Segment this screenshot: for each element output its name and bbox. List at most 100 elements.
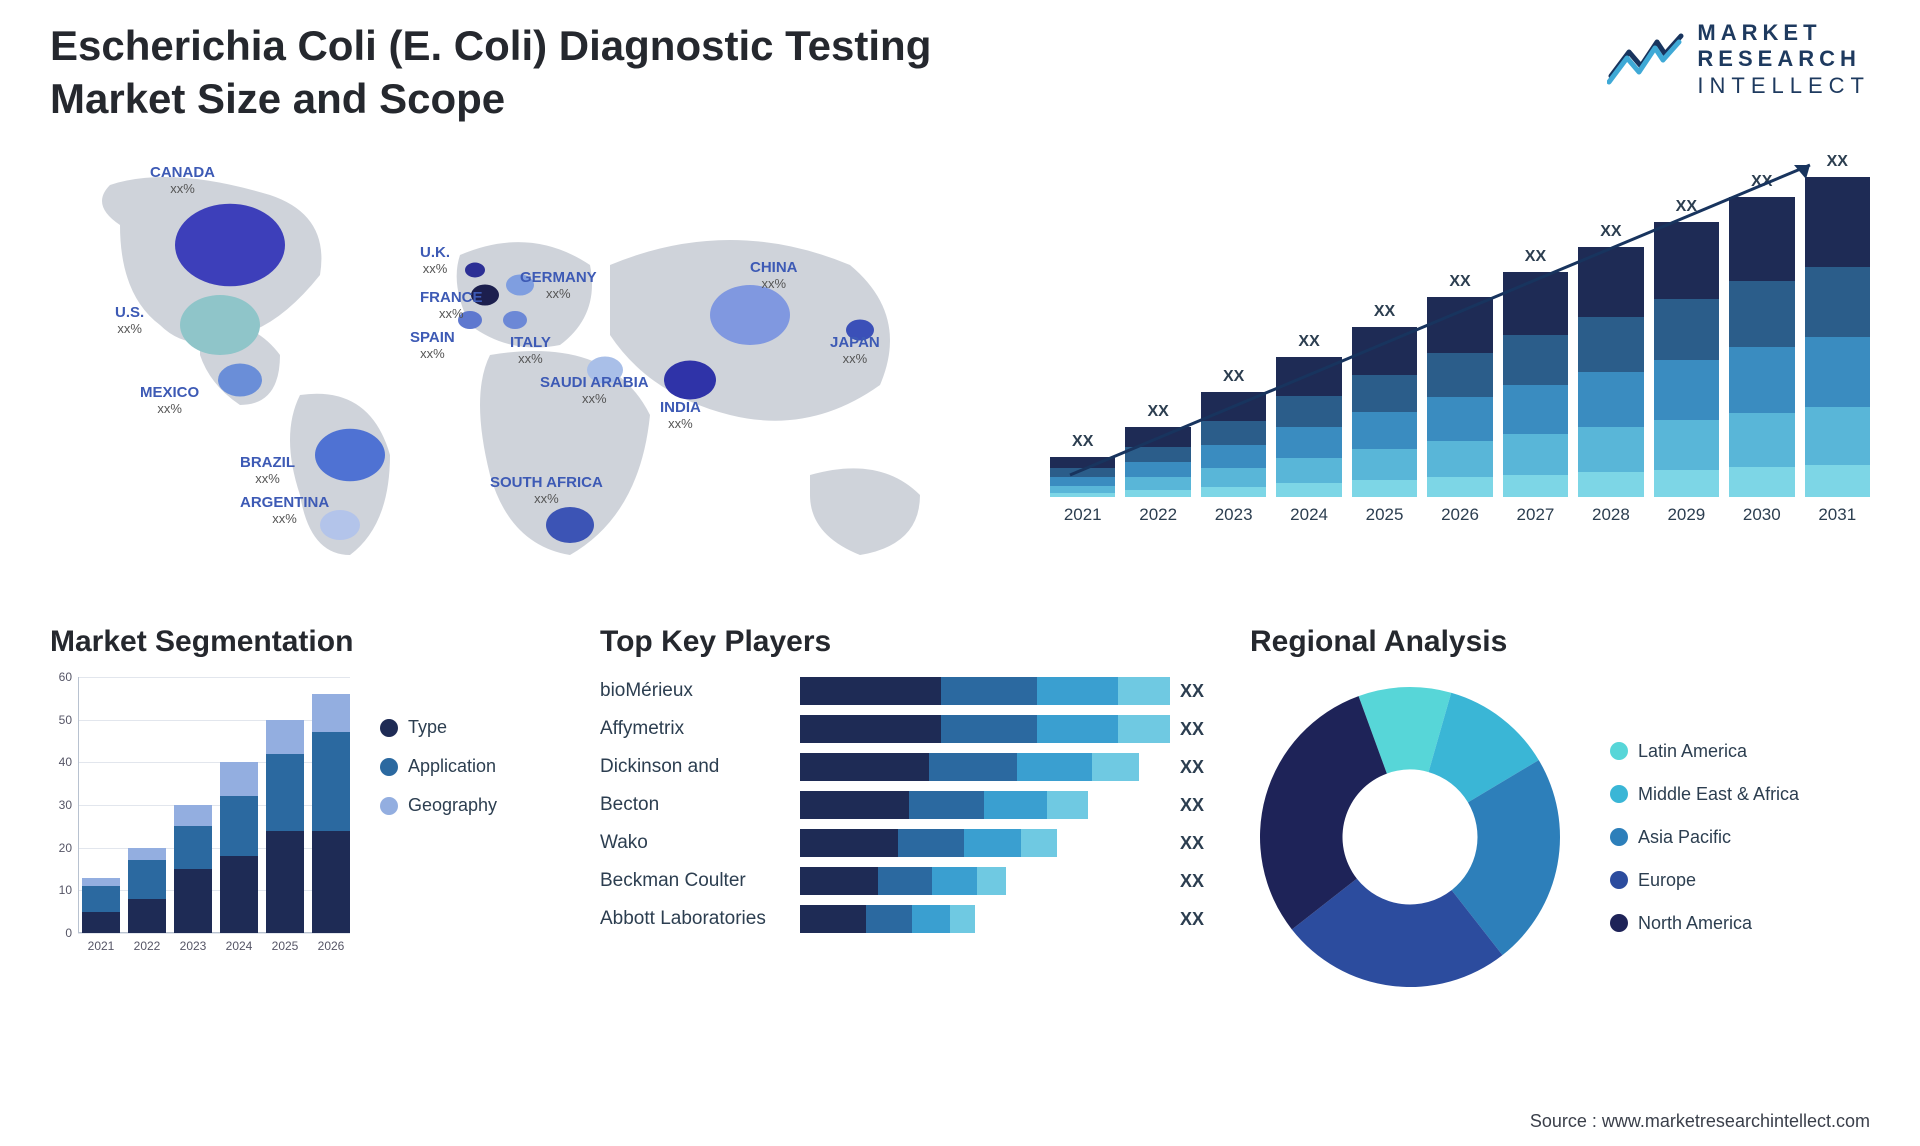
kp-name: Affymetrix — [600, 718, 790, 740]
seg-legend-item: Geography — [380, 795, 497, 816]
map-label-japan: JAPANxx% — [830, 335, 880, 366]
seg-y-tick: 60 — [50, 670, 72, 684]
logo-text-1: MARKET — [1697, 20, 1870, 46]
forecast-bar-year: 2030 — [1743, 505, 1781, 525]
forecast-bar-2027: XX 2027 — [1503, 248, 1568, 525]
forecast-bar-value: XX — [1072, 433, 1093, 451]
kp-bar — [800, 829, 1170, 857]
seg-y-tick: 10 — [50, 883, 72, 897]
forecast-bar-2026: XX2026 — [1427, 273, 1492, 525]
forecast-bar-year: 2031 — [1818, 505, 1856, 525]
kp-bar — [800, 753, 1170, 781]
segmentation-legend: TypeApplicationGeography — [380, 677, 497, 957]
forecast-bar-value: XX — [1223, 368, 1244, 386]
forecast-bar-value: XX — [1600, 223, 1621, 241]
key-players-panel: Top Key Players bioMérieuxXX Affymetrix XX… — [600, 625, 1220, 997]
map-label-france: FRANCExx% — [420, 290, 483, 321]
regional-legend-item: Asia Pacific — [1610, 827, 1799, 848]
kp-value: XX — [1180, 681, 1220, 702]
forecast-bar-value: XX — [1374, 303, 1395, 321]
forecast-bar-value: XX — [1298, 333, 1319, 351]
seg-y-tick: 0 — [50, 926, 72, 940]
seg-bar-2023: 2023 — [174, 805, 212, 933]
segmentation-title: Market Segmentation — [50, 625, 570, 659]
seg-bar-2024: 2024 — [220, 762, 258, 933]
map-label-u-s-: U.S.xx% — [115, 305, 144, 336]
map-label-italy: ITALYxx% — [510, 335, 551, 366]
world-map — [50, 155, 950, 575]
seg-x-tick: 2024 — [226, 939, 253, 953]
kp-name: Wako — [600, 832, 790, 854]
map-label-spain: SPAINxx% — [410, 330, 455, 361]
world-map-panel: CANADAxx% U.S.xx% MEXICOxx% BRAZILxx% ARGENT… — [50, 155, 950, 575]
forecast-bar-2024: XX 2024 — [1276, 333, 1341, 525]
forecast-bar-value: XX — [1525, 248, 1546, 266]
forecast-bar-2023: XX2023 — [1201, 368, 1266, 525]
kp-bar — [800, 905, 1170, 933]
forecast-bar-value: XX — [1751, 173, 1772, 191]
kp-value: XX — [1180, 757, 1220, 778]
forecast-bar-year: 2025 — [1366, 505, 1404, 525]
seg-y-tick: 20 — [50, 841, 72, 855]
logo-icon — [1607, 32, 1685, 88]
forecast-bar-year: 2021 — [1064, 505, 1102, 525]
forecast-bar-value: XX — [1676, 198, 1697, 216]
forecast-bar-year: 2028 — [1592, 505, 1630, 525]
forecast-bar-2021: XX 2021 — [1050, 433, 1115, 525]
map-label-canada: CANADAxx% — [150, 165, 215, 196]
seg-legend-item: Type — [380, 717, 497, 738]
forecast-bar-2022: XX 2022 — [1125, 403, 1190, 525]
seg-x-tick: 2021 — [88, 939, 115, 953]
seg-x-tick: 2023 — [180, 939, 207, 953]
seg-bar-2026: 2026 — [312, 694, 350, 933]
map-label-india: INDIAxx% — [660, 400, 701, 431]
page-title: Escherichia Coli (E. Coli) Diagnostic Te… — [50, 20, 1050, 125]
kp-value: XX — [1180, 871, 1220, 892]
kp-row: Dickinson andXX — [600, 753, 1220, 781]
kp-name: Abbott Laboratories — [600, 908, 790, 930]
source-attribution: Source : www.marketresearchintellect.com — [1530, 1111, 1870, 1132]
seg-bar-2021: 2021 — [82, 878, 120, 933]
forecast-bar-2030: XX 2030 — [1729, 173, 1794, 525]
regional-donut-chart — [1250, 677, 1570, 997]
kp-bar — [800, 715, 1170, 743]
map-label-brazil: BRAZILxx% — [240, 455, 295, 486]
segmentation-chart: 0102030405060202120222023202420252026 — [50, 677, 350, 957]
seg-x-tick: 2025 — [272, 939, 299, 953]
forecast-bar-year: 2029 — [1667, 505, 1705, 525]
map-label-germany: GERMANYxx% — [520, 270, 597, 301]
forecast-bar-year: 2022 — [1139, 505, 1177, 525]
key-players-chart: bioMérieuxXXAffymetrixXXDickinson andXXB… — [600, 677, 1220, 933]
forecast-bar-year: 2024 — [1290, 505, 1328, 525]
key-players-title: Top Key Players — [600, 625, 1220, 659]
map-label-mexico: MEXICOxx% — [140, 385, 199, 416]
map-label-china: CHINAxx% — [750, 260, 798, 291]
kp-value: XX — [1180, 909, 1220, 930]
regional-legend-item: North America — [1610, 913, 1799, 934]
regional-panel: Regional Analysis Latin AmericaMiddle Ea… — [1250, 625, 1870, 997]
regional-legend-item: Europe — [1610, 870, 1799, 891]
kp-row: bioMérieuxXX — [600, 677, 1220, 705]
seg-x-tick: 2026 — [318, 939, 345, 953]
forecast-bar-year: 2027 — [1517, 505, 1555, 525]
map-label-u-k-: U.K.xx% — [420, 245, 450, 276]
regional-legend: Latin AmericaMiddle East & AfricaAsia Pa… — [1610, 741, 1799, 934]
map-label-south-africa: SOUTH AFRICAxx% — [490, 475, 603, 506]
kp-bar — [800, 677, 1170, 705]
seg-bar-2025: 2025 — [266, 720, 304, 933]
forecast-bar-2031: XX2031 — [1805, 153, 1870, 525]
forecast-bar-year: 2026 — [1441, 505, 1479, 525]
forecast-bar-value: XX — [1148, 403, 1169, 421]
regional-title: Regional Analysis — [1250, 625, 1870, 659]
seg-y-tick: 40 — [50, 755, 72, 769]
kp-value: XX — [1180, 833, 1220, 854]
kp-name: Beckman Coulter — [600, 870, 790, 892]
brand-logo: MARKET RESEARCH INTELLECT — [1607, 20, 1870, 99]
kp-value: XX — [1180, 719, 1220, 740]
regional-legend-item: Middle East & Africa — [1610, 784, 1799, 805]
kp-row: BectonXX — [600, 791, 1220, 819]
forecast-bar-chart: XX2021XX2022XX2023XX2024XX2025XX2026XX20… — [990, 155, 1870, 575]
kp-row: Affymetrix XX — [600, 715, 1220, 743]
kp-bar — [800, 791, 1170, 819]
map-label-argentina: ARGENTINAxx% — [240, 495, 329, 526]
